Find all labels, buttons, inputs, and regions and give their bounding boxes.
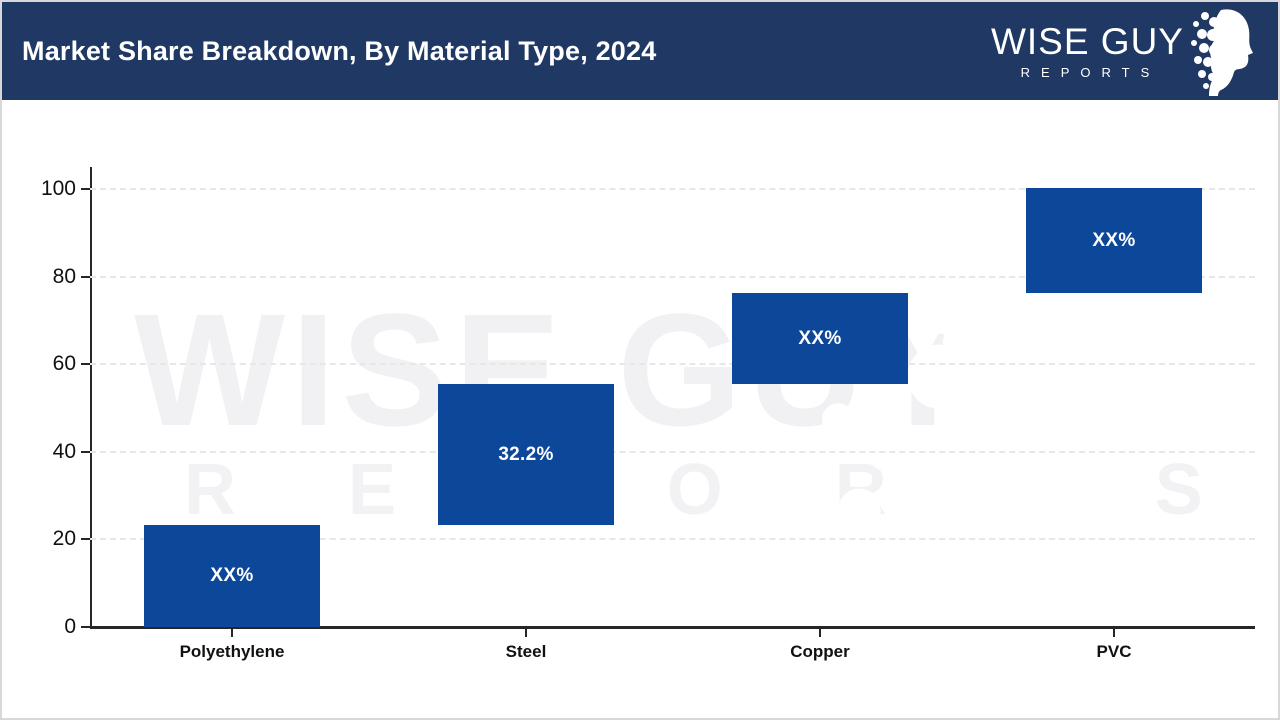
y-axis-tick-label: 100 (40, 177, 76, 200)
page-title: Market Share Breakdown, By Material Type… (22, 35, 657, 66)
y-axis-tick-label: 0 (64, 615, 76, 638)
y-axis-tick-label: 20 (52, 527, 76, 551)
logo-subtitle: REPORTS (1020, 64, 1161, 80)
y-axis-tick (81, 626, 90, 628)
wise-guy-logo: WISE GUY REPORTS (991, 6, 1254, 96)
logo-wordmark: WISE GUY (990, 20, 1184, 62)
bar-value-label: XX% (210, 565, 254, 587)
y-axis-tick-label: 80 (52, 264, 76, 288)
gridline-80 (90, 275, 1255, 278)
bar-value-label: XX% (1092, 229, 1136, 251)
category-label-steel: Steel (505, 642, 547, 661)
logo-text: WISE GUY REPORTS (991, 23, 1184, 80)
y-axis-spine (90, 167, 92, 629)
bar-pvc: XX% (1026, 188, 1202, 294)
gridline-20 (90, 538, 1255, 541)
y-axis-tick (81, 275, 90, 278)
y-axis-tick-label: 60 (52, 352, 76, 376)
y-axis-tick (81, 188, 90, 190)
x-axis-tick (1113, 629, 1115, 637)
category-label-copper: Copper (790, 642, 850, 661)
category-label-polyethylene: Polyethylene (179, 642, 285, 661)
gridline-100 (90, 188, 1255, 190)
x-axis-spine (90, 626, 1255, 629)
y-axis-tick (81, 538, 90, 541)
gridline-40 (90, 450, 1255, 453)
bar-polyethylene: XX% (144, 525, 320, 627)
header-bar: Market Share Breakdown, By Material Type… (2, 2, 1278, 100)
bar-value-label: XX% (798, 327, 842, 349)
x-axis-tick (231, 629, 233, 637)
plot-area: 0 20 40 60 80 100 XX% Polyethylene 32.2% Steel XX%… (2, 100, 1278, 718)
logo-face-icon (1191, 9, 1253, 96)
gridline-60 (90, 363, 1255, 366)
bar-value-label: 32.2% (498, 443, 554, 465)
bar-copper: XX% (732, 293, 908, 385)
y-axis-tick-label: 40 (52, 439, 76, 463)
category-label-pvc: PVC (1096, 642, 1132, 661)
bar-steel: 32.2% (438, 384, 614, 526)
x-axis-tick (525, 629, 527, 637)
x-axis-tick (819, 629, 821, 637)
y-axis-tick (81, 450, 90, 453)
y-axis-tick (81, 363, 90, 366)
